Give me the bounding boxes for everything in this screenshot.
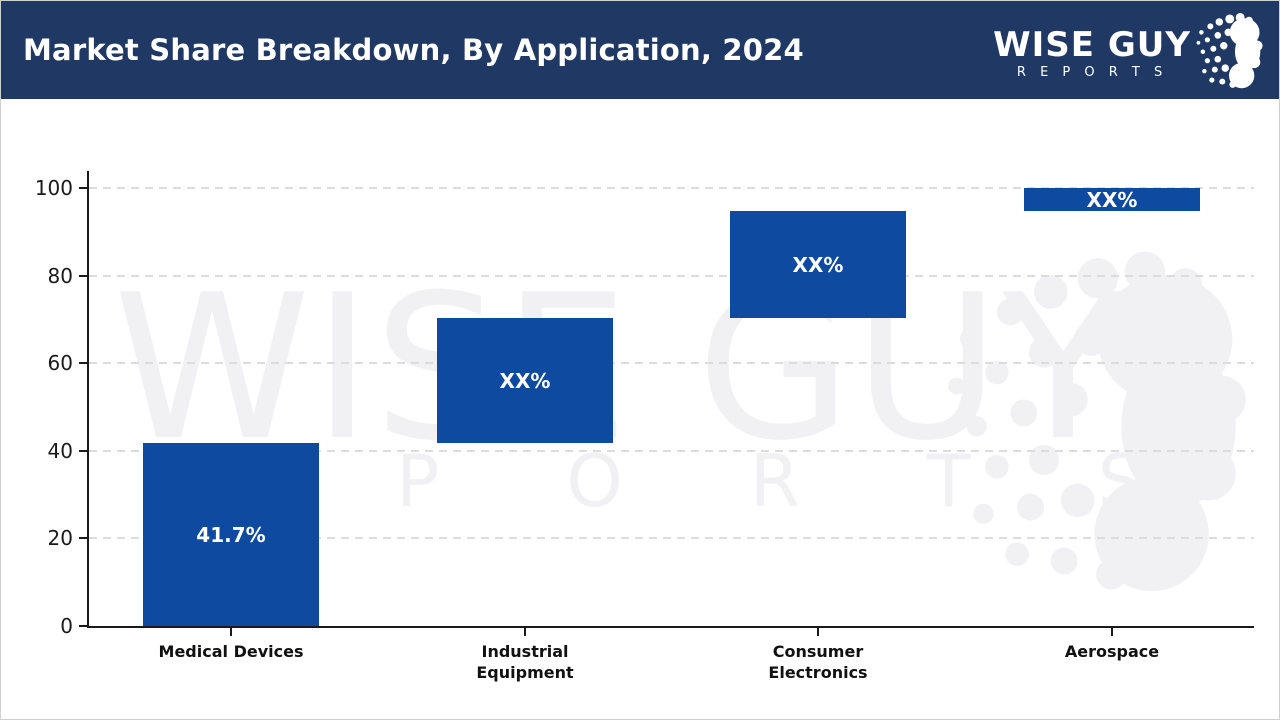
x-axis [87, 626, 1254, 628]
logo-subtext: R E P O R T S [1016, 64, 1168, 80]
bar-aerospace: XX% [1024, 187, 1200, 212]
y-tick-label-100: 100 [34, 176, 73, 200]
y-tick-label-60: 60 [47, 351, 73, 376]
logo-face-icon [1185, 9, 1267, 97]
y-tick-label-40: 40 [47, 438, 73, 463]
header-bar: Market Share Breakdown, By Application, … [1, 1, 1279, 99]
x-tick-medical-devices [230, 628, 232, 636]
x-tick-industrial-equipment [524, 628, 526, 636]
category-label-consumer-electronics: Consumer Electronics [698, 641, 938, 683]
bar-value-label-industrial-equipment: XX% [499, 368, 551, 393]
gridline-40 [89, 449, 1254, 452]
wise-guy-reports-logo: WISE GUY R E P O R T S [993, 9, 1267, 97]
gridline-80 [89, 274, 1254, 277]
gridline-100 [89, 187, 1254, 189]
waterfall-chart: 41.7% XX% XX% XX% 0 20 40 60 80 100 Medical Device… [1, 99, 1279, 719]
y-tick-label-20: 20 [47, 526, 73, 551]
gridline-20 [89, 537, 1254, 540]
category-label-line: Consumer [772, 642, 864, 661]
bar-value-label-medical-devices: 41.7% [196, 522, 266, 547]
bar-value-label-aerospace: XX% [1086, 187, 1138, 212]
bar-value-label-consumer-electronics: XX% [792, 252, 844, 277]
category-label-line: Industrial [481, 642, 569, 661]
y-axis [87, 171, 89, 628]
x-tick-aerospace [1111, 628, 1113, 636]
category-label-industrial-equipment: Industrial Equipment [405, 641, 645, 683]
bar-industrial-equipment: XX% [437, 318, 613, 444]
bar-consumer-electronics: XX% [730, 211, 906, 319]
category-label-medical-devices: Medical Devices [111, 641, 351, 662]
y-tick-20 [79, 537, 87, 540]
gridline-60 [89, 362, 1254, 365]
watermark-text-wiseguy: WISE GUY [113, 252, 1127, 485]
y-tick-60 [79, 362, 87, 365]
category-label-line: Medical Devices [158, 642, 304, 661]
category-label-line: Electronics [768, 663, 868, 682]
y-tick-label-0: 0 [60, 614, 73, 638]
logo-wordmark: WISE GUY [993, 24, 1191, 65]
y-tick-100 [79, 187, 87, 189]
category-label-line: Equipment [476, 663, 574, 682]
y-tick-80 [79, 274, 87, 277]
y-tick-label-80: 80 [47, 263, 73, 288]
chart-title: Market Share Breakdown, By Application, … [23, 33, 804, 67]
x-tick-consumer-electronics [817, 628, 819, 636]
y-tick-0 [79, 625, 87, 627]
y-tick-40 [79, 449, 87, 452]
category-label-aerospace: Aerospace [992, 641, 1232, 662]
category-label-line: Aerospace [1064, 642, 1160, 661]
bar-medical-devices: 41.7% [143, 443, 319, 626]
